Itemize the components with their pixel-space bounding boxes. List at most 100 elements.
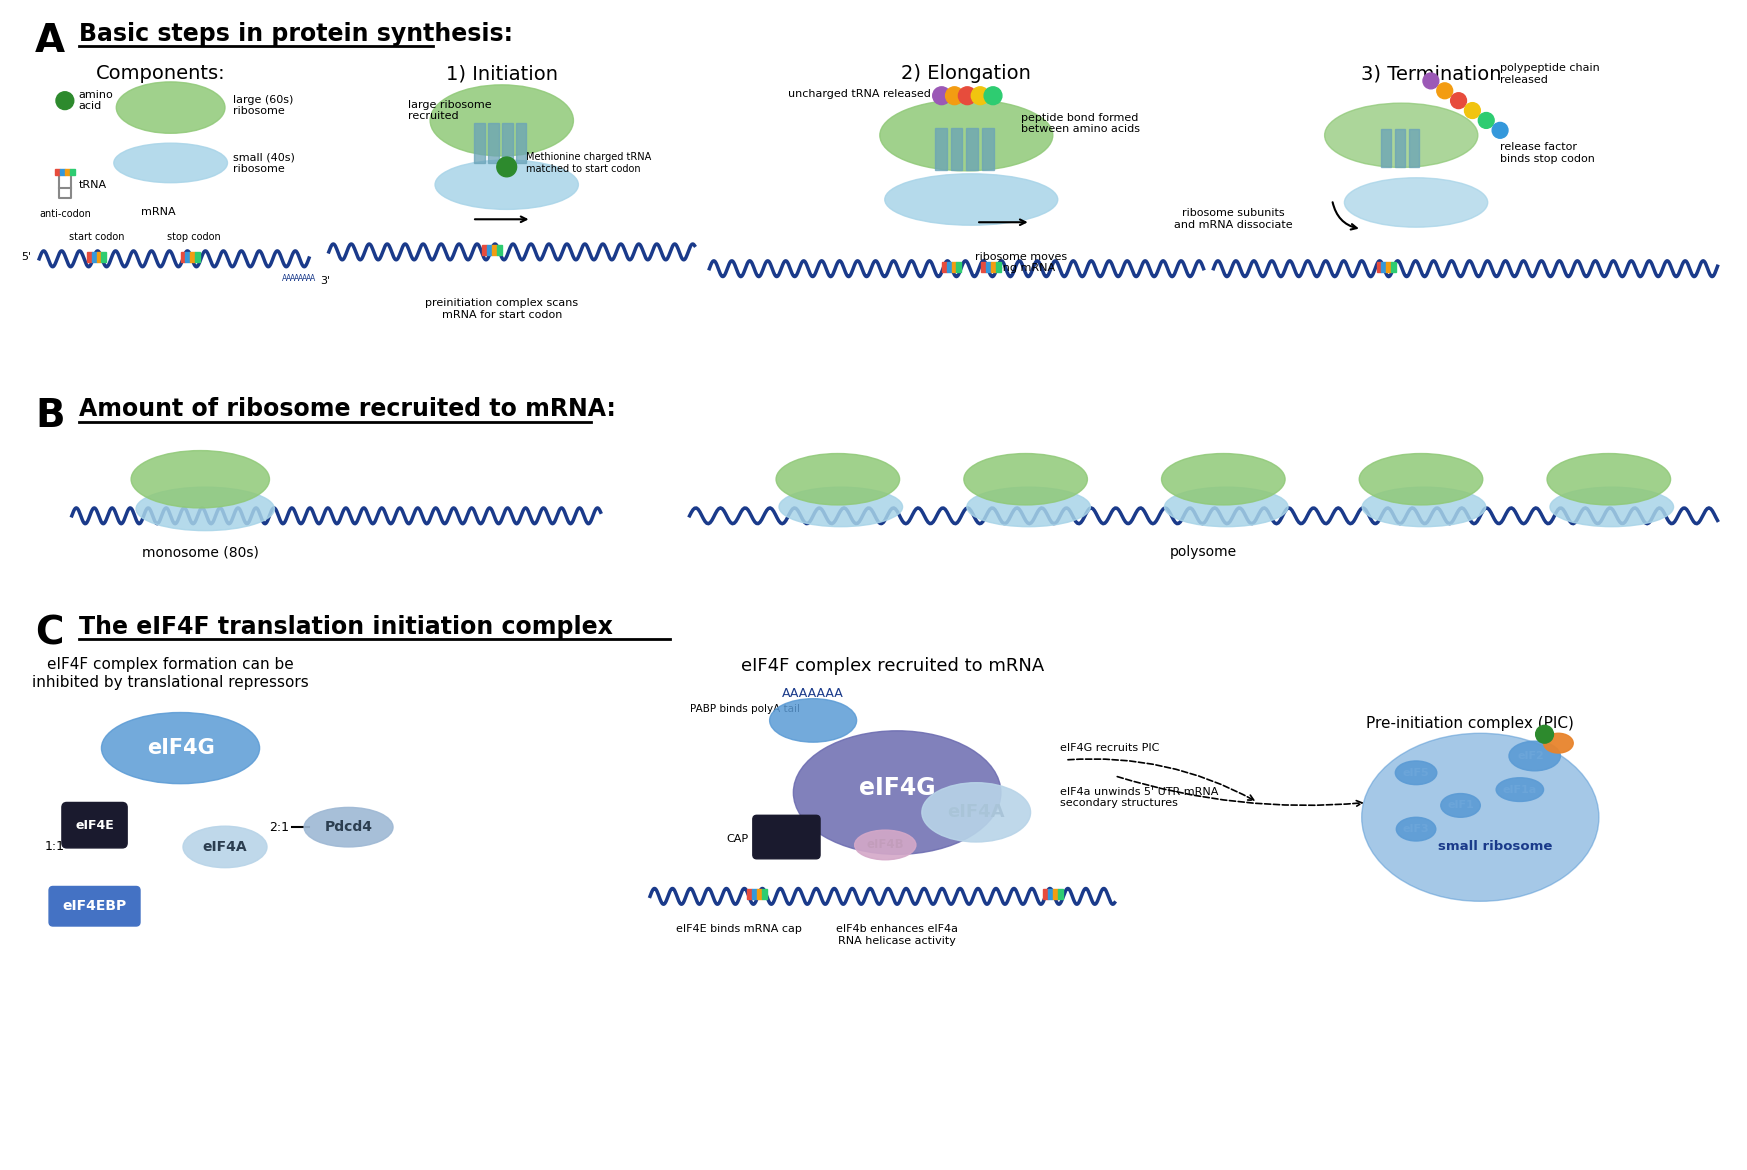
Text: AAAAAAA: AAAAAAA (783, 687, 844, 700)
Bar (1396, 130, 1405, 167)
Ellipse shape (101, 713, 260, 784)
Text: release factor
binds stop codon: release factor binds stop codon (1501, 143, 1595, 164)
Text: CAP: CAP (727, 834, 749, 844)
Text: B: B (35, 397, 65, 435)
Text: eIF4A: eIF4A (203, 840, 248, 854)
Text: A: A (283, 274, 288, 283)
Text: ribosome subunits
and mRNA dissociate: ribosome subunits and mRNA dissociate (1174, 208, 1293, 230)
Text: PABP binds polyA tail: PABP binds polyA tail (690, 703, 800, 714)
Text: eIF4G recruits PIC: eIF4G recruits PIC (1060, 743, 1160, 753)
Text: A: A (299, 274, 304, 283)
FancyBboxPatch shape (49, 887, 140, 925)
Bar (496, 245, 501, 255)
Bar (985, 262, 991, 271)
Ellipse shape (880, 99, 1053, 171)
Bar (996, 262, 1001, 271)
Text: 2:1: 2:1 (269, 820, 290, 834)
Text: monosome (80s): monosome (80s) (142, 545, 259, 559)
Circle shape (1492, 123, 1508, 138)
Text: eIF3: eIF3 (1403, 824, 1429, 834)
Text: Methionine charged tRNA
matched to start codon: Methionine charged tRNA matched to start… (526, 152, 652, 173)
Text: Components:: Components: (96, 64, 225, 83)
Ellipse shape (136, 487, 274, 531)
Bar (1377, 262, 1382, 271)
Ellipse shape (114, 143, 227, 183)
Text: 1) Initiation: 1) Initiation (445, 64, 557, 83)
Bar (982, 262, 985, 271)
Circle shape (933, 87, 950, 104)
Text: The eIF4F translation initiation complex: The eIF4F translation initiation complex (79, 614, 613, 639)
Circle shape (1424, 73, 1440, 89)
Bar (1053, 889, 1059, 900)
Bar (950, 129, 963, 170)
Text: large (60s)
ribosome: large (60s) ribosome (232, 95, 293, 116)
Text: mRNA: mRNA (142, 207, 176, 218)
Bar (952, 262, 956, 271)
Bar (487, 245, 493, 255)
Bar (751, 889, 756, 900)
Bar (966, 129, 978, 170)
Text: A: A (309, 274, 314, 283)
Text: 3': 3' (320, 276, 330, 285)
Bar (1059, 889, 1064, 900)
Text: stop codon: stop codon (166, 232, 220, 242)
Circle shape (496, 157, 517, 177)
Text: eIF4F complex formation can be
inhibited by translational repressors: eIF4F complex formation can be inhibited… (31, 658, 309, 689)
FancyBboxPatch shape (753, 815, 819, 859)
Ellipse shape (922, 783, 1031, 842)
Bar (70, 168, 75, 174)
Text: A: A (290, 274, 295, 283)
Text: 2) Elongation: 2) Elongation (901, 64, 1031, 83)
Bar (473, 123, 486, 163)
Bar (942, 262, 947, 271)
Bar (515, 123, 526, 163)
Ellipse shape (1509, 741, 1560, 771)
Text: small (40s)
ribosome: small (40s) ribosome (232, 152, 295, 173)
Bar (190, 252, 196, 262)
Text: eIF5: eIF5 (1403, 768, 1429, 778)
Ellipse shape (1363, 487, 1485, 526)
Ellipse shape (430, 85, 573, 156)
Text: polypeptide chain
released: polypeptide chain released (1501, 63, 1600, 84)
Bar (87, 252, 91, 262)
Text: eIF4E: eIF4E (75, 819, 114, 832)
Text: GTP: GTP (1548, 738, 1569, 748)
Text: Pdcd4: Pdcd4 (325, 820, 372, 834)
Ellipse shape (1324, 103, 1478, 167)
Bar (756, 889, 762, 900)
Text: C: C (35, 614, 63, 653)
Text: large ribosome
recruited: large ribosome recruited (407, 99, 491, 122)
Ellipse shape (776, 454, 900, 505)
Text: eIF4E binds mRNA cap: eIF4E binds mRNA cap (676, 924, 802, 934)
Ellipse shape (117, 82, 225, 133)
Text: preinitiation complex scans
mRNA for start codon: preinitiation complex scans mRNA for sta… (425, 298, 578, 319)
Ellipse shape (854, 831, 915, 860)
Ellipse shape (1495, 778, 1544, 801)
Ellipse shape (1359, 454, 1483, 505)
Text: 1:1: 1:1 (45, 840, 65, 853)
Circle shape (971, 87, 989, 104)
Ellipse shape (793, 731, 1001, 854)
Text: eIF1: eIF1 (1447, 800, 1474, 811)
Text: PABP: PABP (793, 714, 833, 728)
Bar (947, 262, 952, 271)
Circle shape (945, 87, 963, 104)
Ellipse shape (770, 698, 856, 742)
Text: A: A (302, 274, 307, 283)
Text: eIF4b enhances eIF4a
RNA helicase activity: eIF4b enhances eIF4a RNA helicase activi… (837, 924, 957, 945)
Text: eIF4G: eIF4G (147, 738, 215, 758)
Bar (487, 123, 500, 163)
Text: eIF2: eIF2 (1518, 751, 1544, 760)
Text: Basic steps in protein synthesis:: Basic steps in protein synthesis: (79, 21, 512, 46)
Circle shape (56, 91, 73, 110)
Bar (982, 129, 994, 170)
Bar (91, 252, 96, 262)
Bar (1043, 889, 1048, 900)
Ellipse shape (435, 160, 578, 209)
Circle shape (1536, 725, 1553, 743)
Ellipse shape (1544, 734, 1574, 753)
Circle shape (959, 87, 977, 104)
Bar (493, 245, 496, 255)
Bar (956, 262, 961, 271)
Ellipse shape (1345, 178, 1488, 227)
